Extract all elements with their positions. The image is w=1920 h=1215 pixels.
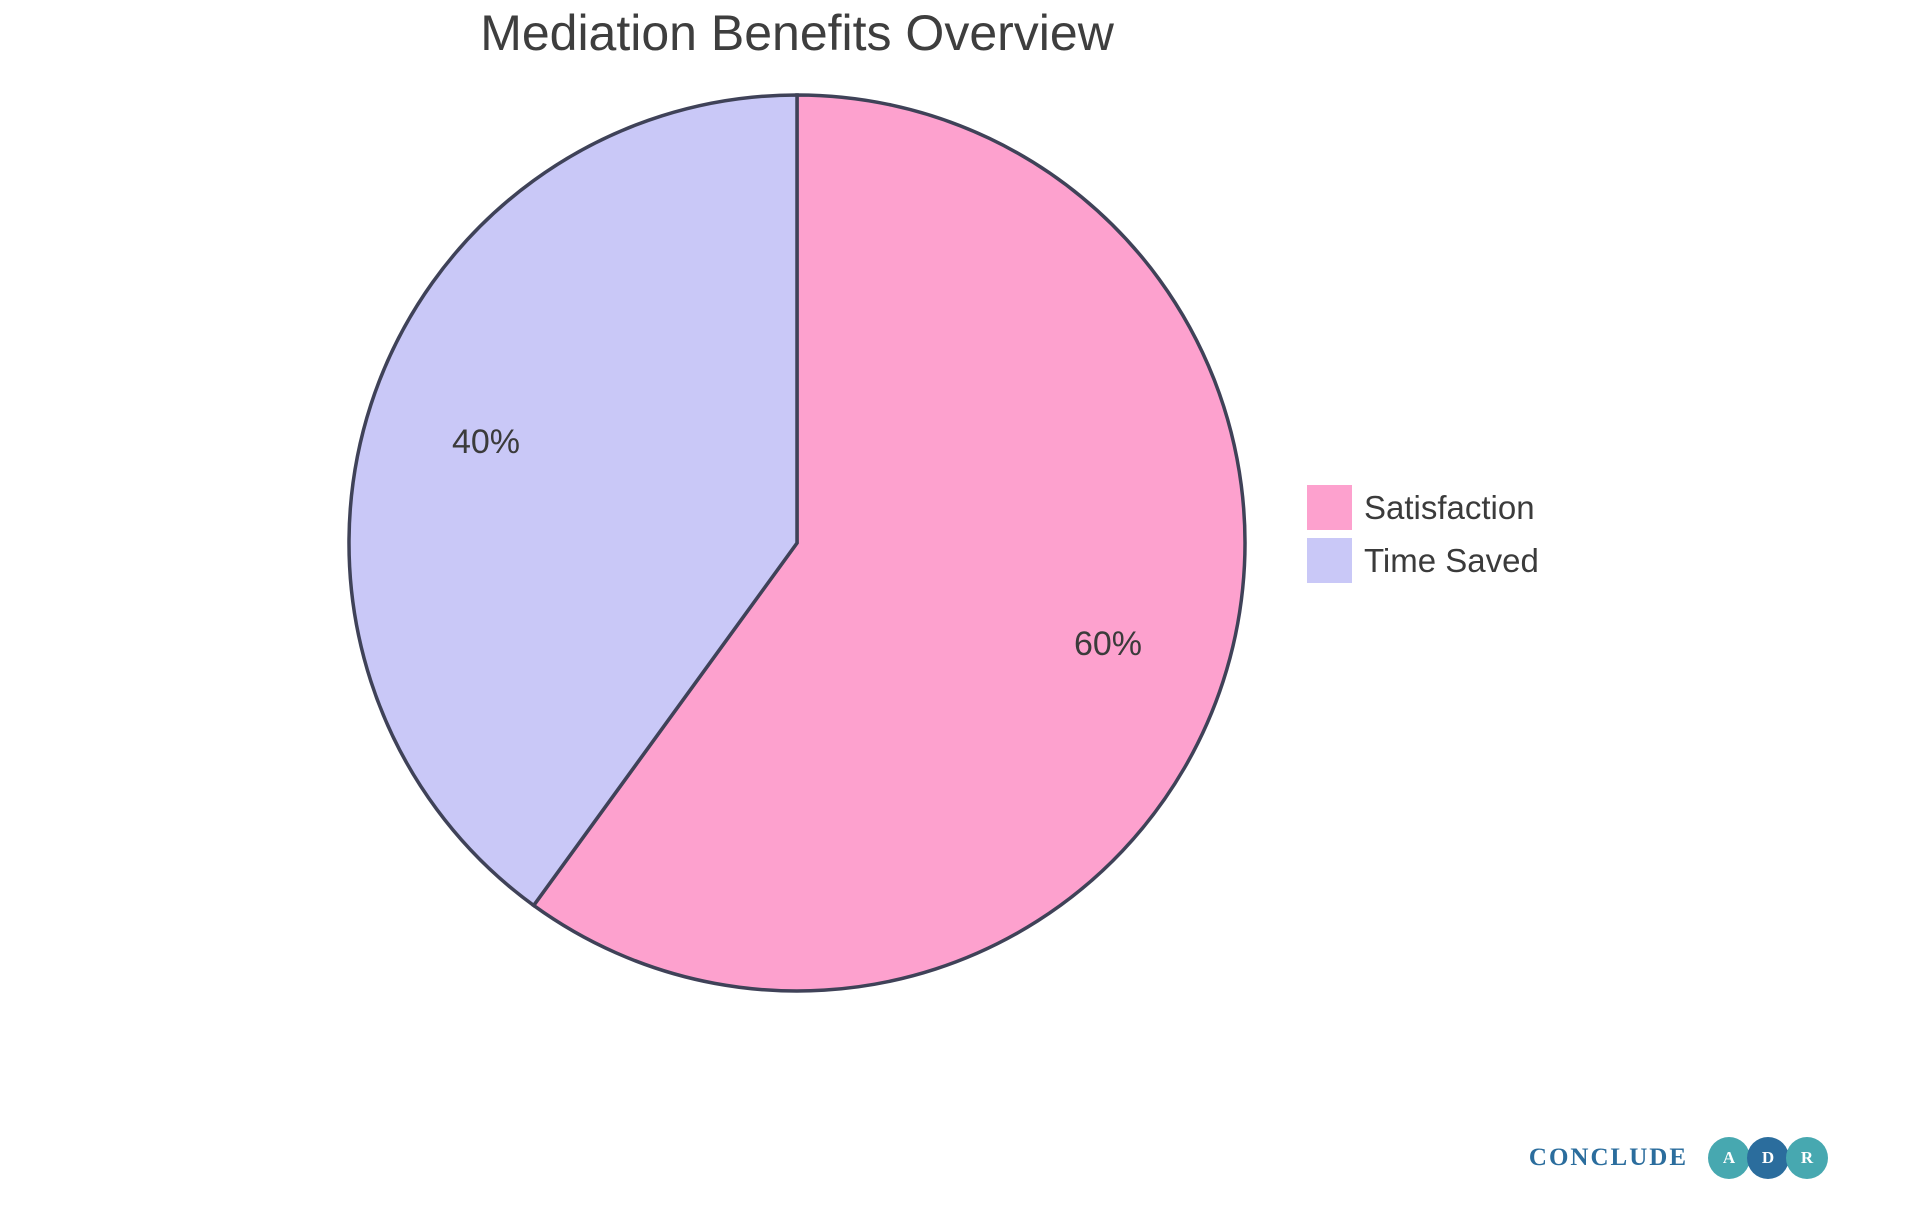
legend-item-time-saved[interactable]: Time Saved [1307, 538, 1539, 583]
pie-slice-satisfaction [531, 93, 1247, 993]
legend-label: Time Saved [1364, 541, 1539, 579]
pie-slice-time-saved [347, 93, 799, 908]
brand-badge-r: R [1786, 1137, 1828, 1179]
brand-badge-d: D [1747, 1137, 1789, 1179]
brand-name: CONCLUDE [1528, 1144, 1688, 1171]
chart-title: Mediation Benefits Overview [480, 5, 1114, 61]
brand-badge-a: A [1708, 1137, 1750, 1179]
legend-item-satisfaction[interactable]: Satisfaction [1307, 485, 1539, 530]
legend-swatch [1307, 538, 1352, 583]
pie-slice-label: 40% [452, 423, 520, 461]
legend-swatch [1307, 485, 1352, 530]
legend: Satisfaction Time Saved [1307, 485, 1539, 583]
pie-slice-label: 60% [1074, 625, 1142, 663]
legend-label: Satisfaction [1364, 488, 1535, 526]
